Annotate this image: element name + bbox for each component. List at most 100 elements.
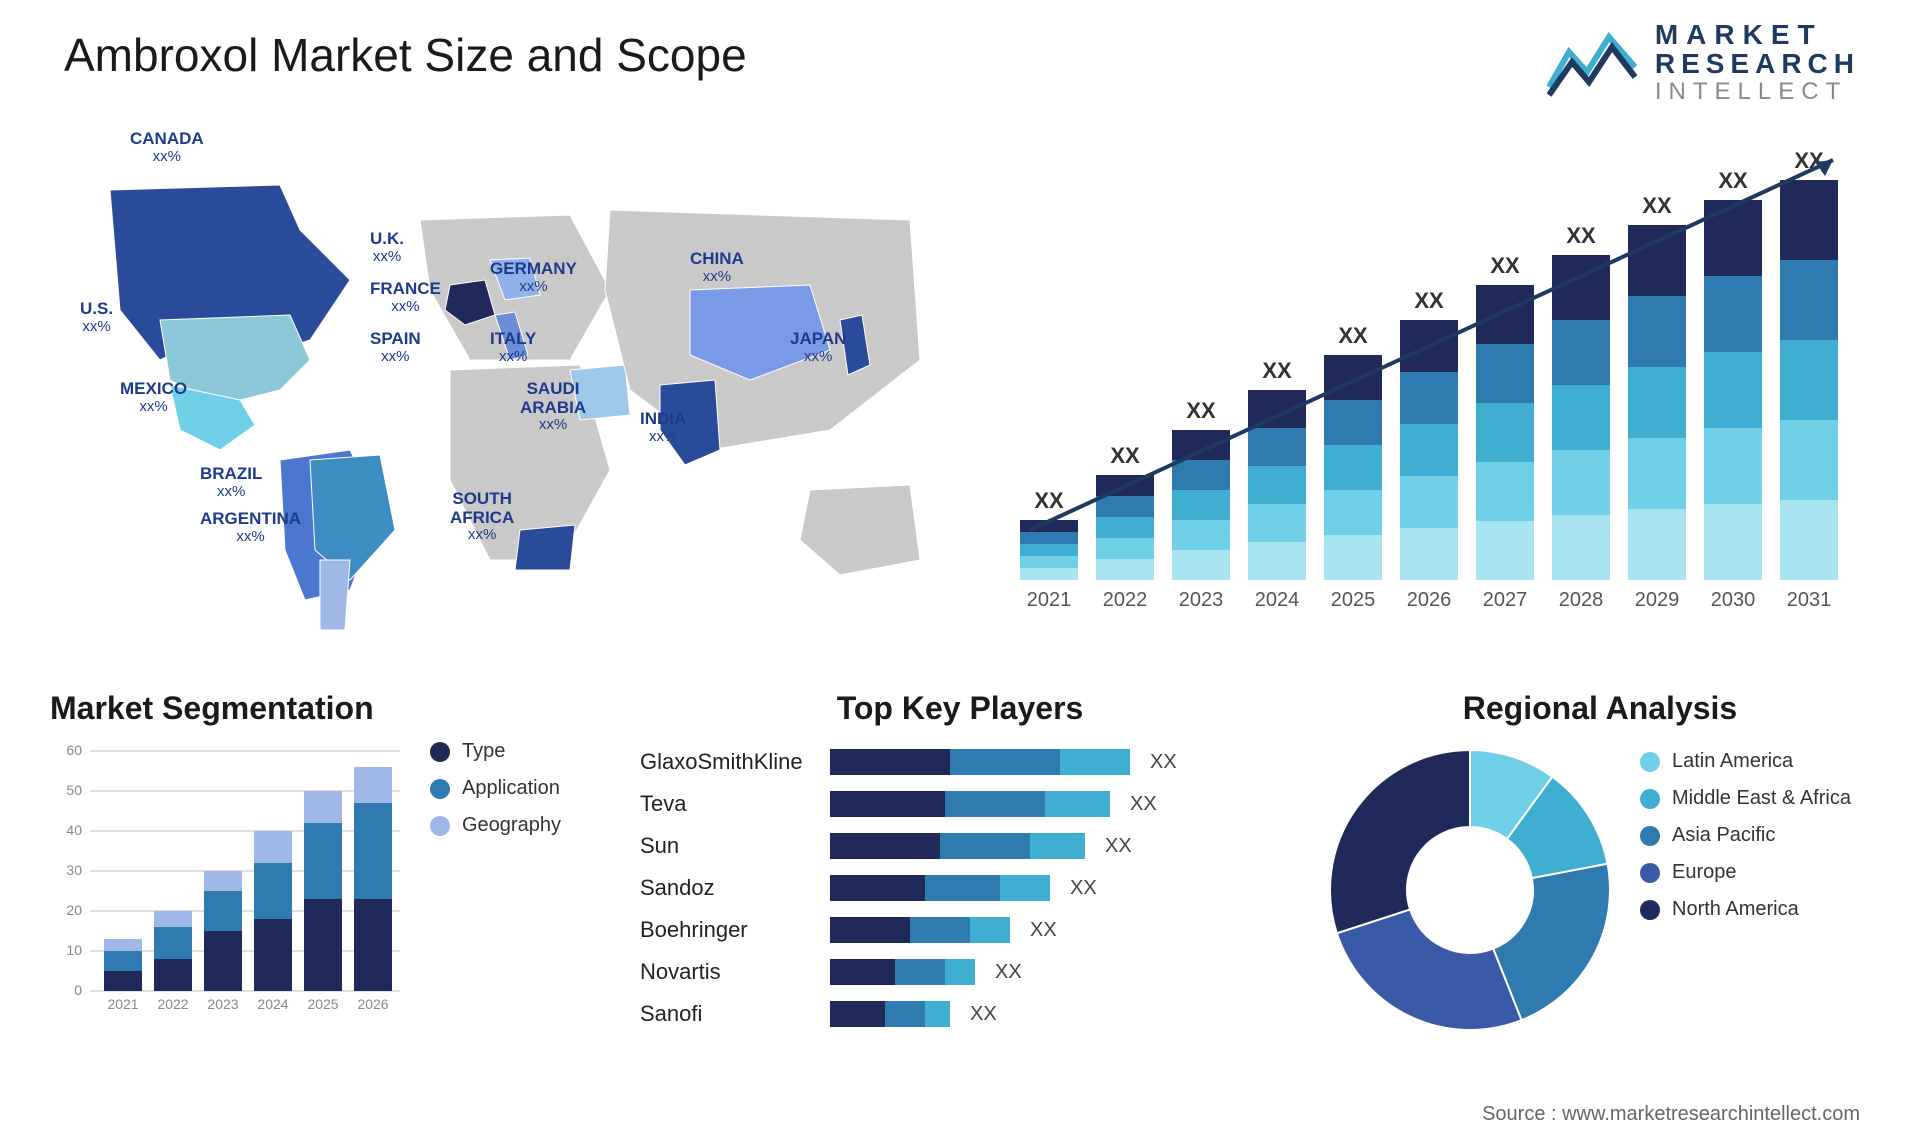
player-value: XX	[970, 1003, 997, 1026]
svg-text:XX: XX	[1186, 398, 1216, 423]
players-title: Top Key Players	[640, 690, 1280, 727]
brand-logo: MARKET RESEARCH INTELLECT	[1547, 20, 1860, 104]
legend-label: Asia Pacific	[1672, 824, 1775, 847]
legend-label: North America	[1672, 898, 1799, 921]
svg-text:30: 30	[66, 862, 82, 878]
svg-text:2029: 2029	[1635, 589, 1680, 611]
legend-item: Type	[430, 740, 561, 763]
svg-text:2024: 2024	[257, 996, 288, 1012]
svg-text:XX: XX	[1110, 443, 1140, 468]
segmentation-legend: Type Application Geography	[430, 740, 561, 851]
player-row: GlaxoSmithKline XX	[640, 741, 1280, 783]
legend-item: Application	[430, 777, 561, 800]
player-name: GlaxoSmithKline	[640, 749, 830, 775]
legend-swatch-icon	[1640, 863, 1660, 883]
map-label: U.S.xx%	[80, 300, 113, 335]
svg-text:XX: XX	[1338, 323, 1368, 348]
svg-text:XX: XX	[1262, 358, 1292, 383]
player-row: SunXX	[640, 825, 1280, 867]
segmentation-panel: Market Segmentation 01020304050602021202…	[50, 690, 610, 1026]
logo-mark-icon	[1547, 27, 1637, 97]
player-bar	[830, 791, 1110, 817]
player-value: XX	[1105, 835, 1132, 858]
svg-text:XX: XX	[1490, 253, 1520, 278]
legend-label: Type	[462, 740, 505, 763]
svg-text:XX: XX	[1414, 288, 1444, 313]
player-bar	[830, 959, 975, 985]
logo-text-3: INTELLECT	[1655, 79, 1860, 104]
legend-swatch-icon	[430, 742, 450, 762]
map-label: BRAZILxx%	[200, 465, 262, 500]
map-label: U.K.xx%	[370, 230, 404, 265]
svg-text:60: 60	[66, 742, 82, 758]
player-name: Novartis	[640, 959, 830, 985]
growth-chart: XX2021XX2022XX2023XX2024XX2025XX2026XX20…	[1000, 140, 1860, 620]
legend-item: Middle East & Africa	[1640, 787, 1851, 810]
legend-item: North America	[1640, 898, 1851, 921]
legend-swatch-icon	[430, 816, 450, 836]
regional-panel: Regional Analysis Latin AmericaMiddle Ea…	[1320, 690, 1880, 741]
player-value: XX	[995, 961, 1022, 984]
player-value: XX	[1070, 877, 1097, 900]
svg-text:2026: 2026	[357, 996, 388, 1012]
svg-text:XX: XX	[1642, 193, 1672, 218]
svg-text:XX: XX	[1566, 223, 1596, 248]
svg-text:20: 20	[66, 902, 82, 918]
legend-label: Middle East & Africa	[1672, 787, 1851, 810]
legend-item: Latin America	[1640, 750, 1851, 773]
svg-text:2031: 2031	[1787, 589, 1832, 611]
svg-text:2023: 2023	[207, 996, 238, 1012]
legend-swatch-icon	[1640, 752, 1660, 772]
svg-text:40: 40	[66, 822, 82, 838]
svg-text:50: 50	[66, 782, 82, 798]
svg-text:2023: 2023	[1179, 589, 1224, 611]
players-panel: Top Key Players GlaxoSmithKlineXXTevaXXS…	[640, 690, 1280, 1035]
svg-text:XX: XX	[1718, 168, 1748, 193]
player-value: XX	[1130, 793, 1157, 816]
player-name: Teva	[640, 791, 830, 817]
map-label: JAPANxx%	[790, 330, 846, 365]
map-label: MEXICOxx%	[120, 380, 187, 415]
svg-text:0: 0	[74, 982, 82, 998]
player-name: Sanofi	[640, 1001, 830, 1027]
player-name: Sandoz	[640, 875, 830, 901]
legend-label: Geography	[462, 814, 561, 837]
player-bar	[830, 833, 1085, 859]
player-value: XX	[1150, 751, 1177, 774]
page-title: Ambroxol Market Size and Scope	[64, 28, 747, 82]
regional-title: Regional Analysis	[1320, 690, 1880, 727]
map-label: SPAINxx%	[370, 330, 421, 365]
svg-text:XX: XX	[1034, 488, 1064, 513]
player-row: Novartis XX	[640, 951, 1280, 993]
legend-label: Europe	[1672, 861, 1737, 884]
player-row: Sanofi XX	[640, 993, 1280, 1035]
svg-text:2025: 2025	[1331, 589, 1376, 611]
player-row: Boehringer XX	[640, 909, 1280, 951]
svg-text:2026: 2026	[1407, 589, 1452, 611]
svg-text:2022: 2022	[157, 996, 188, 1012]
map-label: FRANCExx%	[370, 280, 441, 315]
player-bar	[830, 875, 1050, 901]
svg-text:2021: 2021	[1027, 589, 1072, 611]
legend-item: Asia Pacific	[1640, 824, 1851, 847]
source-text: Source : www.marketresearchintellect.com	[1482, 1103, 1860, 1126]
logo-text-2: RESEARCH	[1655, 49, 1860, 78]
svg-text:2025: 2025	[307, 996, 338, 1012]
svg-text:10: 10	[66, 942, 82, 958]
map-label: CANADAxx%	[130, 130, 204, 165]
legend-label: Application	[462, 777, 560, 800]
map-label: ITALYxx%	[490, 330, 536, 365]
player-bar	[830, 749, 1130, 775]
segmentation-title: Market Segmentation	[50, 690, 610, 727]
map-label: GERMANYxx%	[490, 260, 577, 295]
map-label: SOUTHAFRICAxx%	[450, 490, 514, 544]
player-row: Sandoz XX	[640, 867, 1280, 909]
legend-swatch-icon	[1640, 826, 1660, 846]
world-map-icon	[50, 130, 970, 650]
map-label: ARGENTINAxx%	[200, 510, 301, 545]
player-name: Boehringer	[640, 917, 830, 943]
player-value: XX	[1030, 919, 1057, 942]
svg-text:2027: 2027	[1483, 589, 1528, 611]
legend-item: Europe	[1640, 861, 1851, 884]
svg-text:2024: 2024	[1255, 589, 1300, 611]
